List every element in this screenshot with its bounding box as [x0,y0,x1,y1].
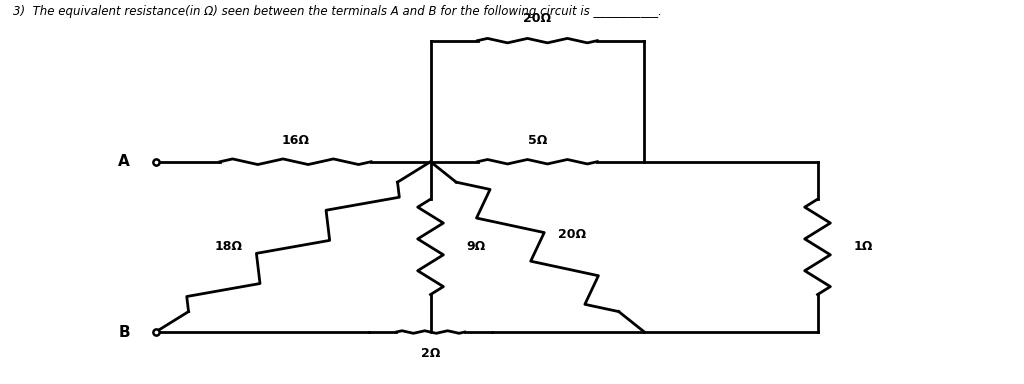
Text: 5Ω: 5Ω [527,134,547,147]
Text: 18Ω: 18Ω [214,240,242,253]
Text: 16Ω: 16Ω [282,134,309,147]
Text: B: B [119,324,130,339]
Text: 20Ω: 20Ω [523,13,552,25]
Text: 20Ω: 20Ω [558,228,586,241]
Text: 2Ω: 2Ω [421,347,440,360]
Text: 1Ω: 1Ω [853,240,872,253]
Text: A: A [119,154,130,169]
Text: 9Ω: 9Ω [466,240,485,253]
Text: 3)  The equivalent resistance(in Ω) seen between the terminals A and B for the f: 3) The equivalent resistance(in Ω) seen … [13,5,662,18]
